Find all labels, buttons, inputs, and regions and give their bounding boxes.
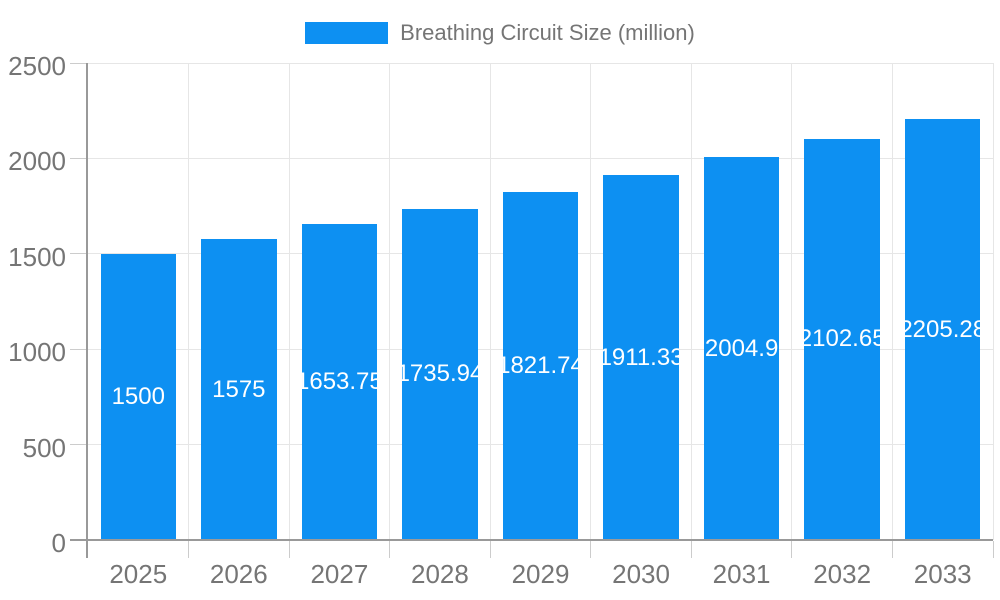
bar-value-label: 1575 bbox=[212, 375, 266, 403]
bar-value-label: 2205.28 bbox=[905, 315, 981, 343]
bar-value-label: 1500 bbox=[111, 382, 165, 410]
x-tick bbox=[992, 541, 994, 558]
x-axis-label: 2029 bbox=[511, 559, 570, 589]
x-gridline bbox=[489, 63, 491, 540]
legend-label: Breathing Circuit Size (million) bbox=[400, 20, 695, 45]
y-gridline bbox=[88, 157, 993, 159]
bar-2026[interactable]: 1575 bbox=[201, 239, 277, 540]
y-tick bbox=[70, 157, 88, 159]
y-axis-label: 1500 bbox=[8, 241, 66, 272]
x-axis-label: 2031 bbox=[712, 559, 771, 589]
y-axis-label: 1000 bbox=[8, 337, 66, 368]
bar-value-label: 1911.33 bbox=[603, 343, 679, 371]
y-axis-label: 2500 bbox=[8, 51, 66, 81]
bar-2031[interactable]: 2004.9 bbox=[703, 157, 780, 540]
x-axis-label: 2033 bbox=[913, 559, 972, 589]
x-axis-label: 2026 bbox=[209, 559, 268, 589]
y-tick bbox=[70, 62, 88, 64]
x-axis-line bbox=[70, 539, 993, 541]
x-tick bbox=[791, 541, 793, 558]
x-tick bbox=[188, 541, 190, 558]
legend[interactable]: Breathing Circuit Size (million) bbox=[0, 20, 1000, 46]
x-gridline bbox=[891, 63, 893, 540]
bar-value-label: 1653.75 bbox=[301, 368, 378, 396]
y-axis-label: 0 bbox=[51, 528, 66, 558]
bar-2028[interactable]: 1735.94 bbox=[402, 208, 478, 540]
y-axis-label: 500 bbox=[22, 432, 66, 463]
bar-2027[interactable]: 1653.75 bbox=[301, 224, 378, 540]
x-gridline bbox=[690, 63, 692, 540]
x-gridline bbox=[590, 63, 592, 540]
legend-swatch bbox=[305, 22, 389, 44]
bar-value-label: 1821.74 bbox=[502, 352, 579, 380]
y-axis-label: 2000 bbox=[8, 146, 66, 177]
bar-2032[interactable]: 2102.65 bbox=[804, 138, 880, 540]
x-tick bbox=[690, 541, 692, 558]
y-gridline bbox=[88, 62, 993, 64]
x-tick bbox=[590, 541, 592, 558]
bar-2033[interactable]: 2205.28 bbox=[905, 119, 981, 540]
x-tick bbox=[489, 541, 491, 558]
x-gridline bbox=[288, 63, 290, 540]
bar-2025[interactable]: 1500 bbox=[100, 253, 176, 540]
x-gridline bbox=[389, 63, 391, 540]
x-axis-label: 2028 bbox=[411, 559, 469, 589]
y-tick bbox=[70, 444, 88, 446]
x-gridline bbox=[791, 63, 793, 540]
x-gridline bbox=[188, 63, 190, 540]
x-axis-label: 2030 bbox=[612, 559, 670, 589]
y-tick bbox=[70, 348, 88, 350]
bar-value-label: 1735.94 bbox=[402, 360, 478, 388]
bar-value-label: 2102.65 bbox=[804, 325, 880, 353]
x-tick bbox=[891, 541, 893, 558]
x-tick bbox=[288, 541, 290, 558]
x-gridline bbox=[992, 63, 994, 540]
bar-2029[interactable]: 1821.74 bbox=[502, 192, 579, 540]
x-axis-label: 2027 bbox=[310, 559, 369, 589]
x-axis-label: 2032 bbox=[813, 559, 872, 589]
bar-2030[interactable]: 1911.33 bbox=[603, 175, 679, 540]
bar-value-label: 2004.9 bbox=[704, 334, 779, 362]
x-tick bbox=[389, 541, 391, 558]
y-tick bbox=[70, 253, 88, 255]
x-axis-label: 2025 bbox=[109, 559, 168, 589]
y-axis-line bbox=[86, 63, 88, 558]
